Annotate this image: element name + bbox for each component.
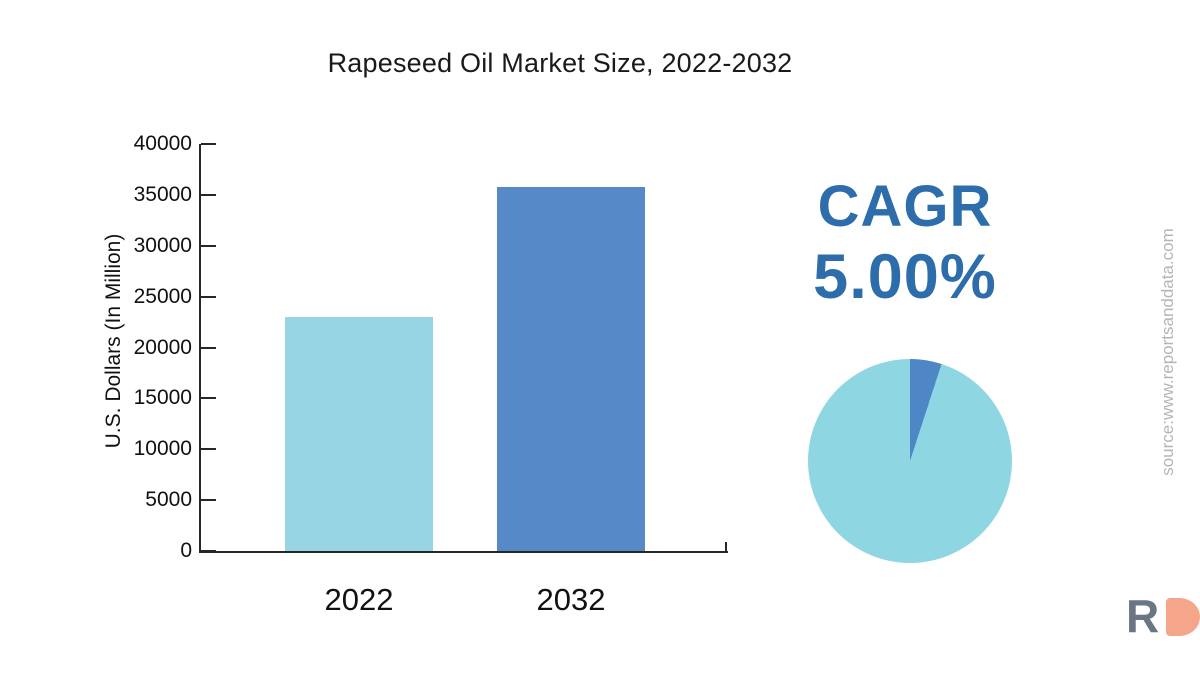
bar-2032	[497, 186, 645, 551]
y-tick-mark	[201, 448, 216, 451]
y-tick-label: 20000	[133, 335, 192, 359]
y-tick-label: 15000	[133, 386, 192, 410]
y-axis-line	[199, 144, 201, 553]
bar-2022	[285, 316, 433, 551]
y-tick-mark	[201, 346, 216, 349]
y-tick-label: 0	[180, 539, 192, 562]
x-axis-line	[199, 551, 728, 553]
y-tick-mark	[201, 143, 216, 145]
source-note: source:www.reportsanddata.com	[1158, 228, 1177, 476]
y-tick-mark	[201, 397, 216, 400]
reports-and-data-logo: R	[1126, 590, 1200, 642]
logo-d-icon	[1166, 598, 1200, 636]
y-tick-mark	[201, 244, 216, 247]
y-tick-label: 10000	[133, 437, 192, 461]
y-tick-label: 30000	[133, 233, 192, 257]
y-tick-label: 40000	[133, 132, 192, 155]
logo-letter-r: R	[1126, 590, 1160, 642]
y-tick-mark	[201, 295, 216, 298]
y-tick-mark	[201, 550, 216, 552]
y-tick-mark	[201, 499, 216, 502]
y-tick-mark	[201, 193, 216, 196]
chart-title: Rapeseed Oil Market Size, 2022-2032	[327, 48, 793, 78]
x-tick-label-2032: 2032	[536, 582, 606, 617]
cagr-badge: CAGR 5.00%	[770, 178, 1040, 309]
y-tick-label: 35000	[133, 182, 192, 206]
pie-chart	[808, 359, 1012, 563]
y-tick-label: 25000	[133, 284, 192, 308]
x-axis-end-tick	[725, 542, 727, 551]
x-tick-label-2022: 2022	[324, 582, 394, 617]
cagr-label: CAGR	[817, 174, 993, 239]
cagr-value: 5.00%	[813, 242, 997, 312]
y-tick-label: 5000	[145, 488, 192, 512]
